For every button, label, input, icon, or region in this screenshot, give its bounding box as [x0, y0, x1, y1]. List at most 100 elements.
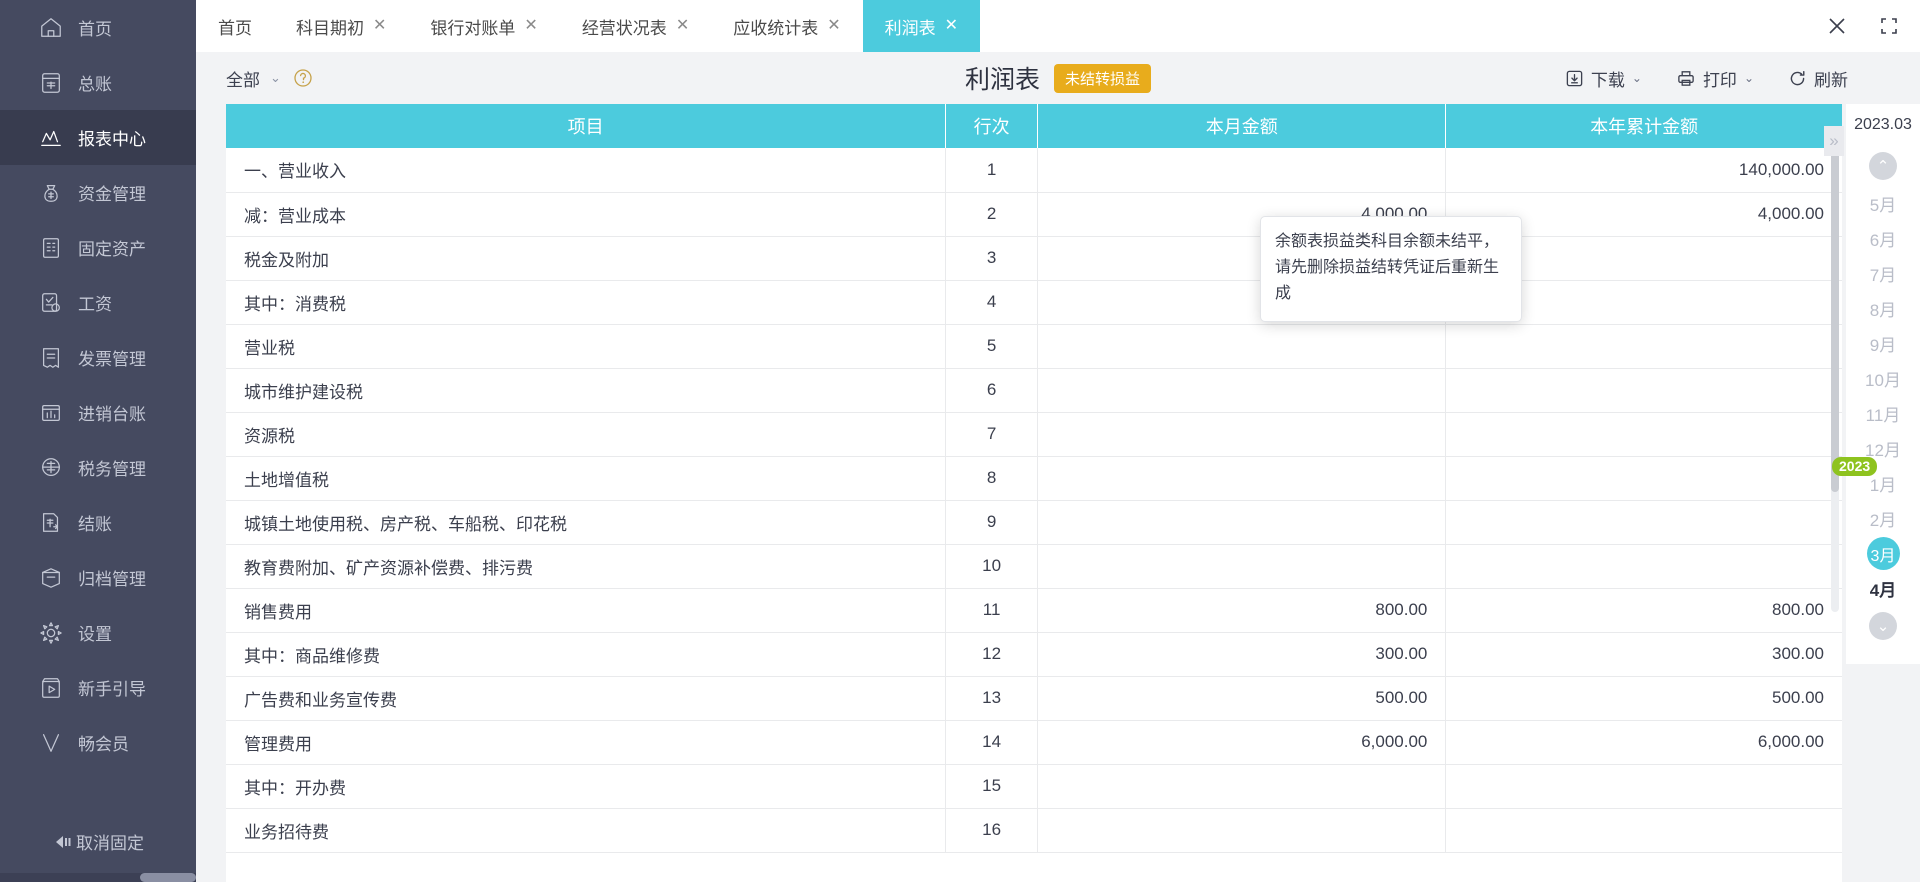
sidebar-item-0[interactable]: 首页 — [0, 0, 196, 55]
sidebar-item-6[interactable]: 发票管理 — [0, 330, 196, 385]
status-badge[interactable]: 未结转损益 — [1054, 63, 1152, 93]
table-vertical-scrollbar[interactable] — [1831, 152, 1839, 612]
table-row[interactable]: 城镇土地使用税、房产税、车船税、印花税 9 — [226, 500, 1842, 545]
tab-2[interactable]: 银行对账单 ✕ — [408, 0, 559, 52]
cell-year-amount[interactable] — [1445, 500, 1842, 545]
rail-month-4[interactable]: 9月 — [1846, 326, 1920, 361]
download-button[interactable]: 下载 ⌄ — [1565, 66, 1642, 91]
cell-year-amount[interactable] — [1445, 764, 1842, 809]
table-row[interactable]: 销售费用 11 800.00 800.00 — [226, 588, 1842, 633]
cell-month-amount[interactable]: 500.00 — [1037, 676, 1447, 721]
cell-year-amount[interactable] — [1445, 456, 1842, 501]
sidebar-scrollbar[interactable] — [0, 873, 196, 882]
cell-month-amount[interactable] — [1037, 368, 1447, 413]
table-row[interactable]: 业务招待费 16 — [226, 808, 1842, 853]
column-header-month[interactable]: 本月金额 — [1037, 104, 1447, 148]
current-period-label[interactable]: 2023.03 — [1854, 116, 1912, 133]
rail-month-1[interactable]: 6月 — [1846, 221, 1920, 256]
sidebar-item-9[interactable]: 结账 — [0, 495, 196, 550]
tab-5[interactable]: 利润表 ✕ — [862, 0, 981, 52]
cell-month-amount[interactable] — [1037, 764, 1447, 809]
table-row[interactable]: 城市维护建设税 6 — [226, 368, 1842, 413]
column-header-year[interactable]: 本年累计金额 — [1445, 104, 1842, 148]
cell-month-amount[interactable] — [1037, 808, 1447, 853]
table-row[interactable]: 管理费用 14 6,000.00 6,000.00 — [226, 720, 1842, 765]
cell-month-amount[interactable] — [1037, 412, 1447, 457]
table-row[interactable]: 资源税 7 — [226, 412, 1842, 457]
cell-month-amount[interactable] — [1037, 148, 1447, 193]
tab-1[interactable]: 科目期初 ✕ — [274, 0, 408, 52]
cell-month-amount[interactable]: 6,000.00 — [1037, 720, 1447, 765]
tab-4[interactable]: 应收统计表 ✕ — [711, 0, 862, 52]
cell-year-amount[interactable] — [1445, 368, 1842, 413]
sidebar-item-3[interactable]: 资金管理 — [0, 165, 196, 220]
cell-month-amount[interactable] — [1037, 544, 1447, 589]
print-button[interactable]: 打印 ⌄ — [1676, 66, 1754, 91]
sidebar-item-10[interactable]: 归档管理 — [0, 550, 196, 605]
rail-month-6[interactable]: 11月 — [1846, 396, 1920, 431]
cell-year-amount[interactable] — [1445, 808, 1842, 853]
rail-month-5[interactable]: 10月 — [1846, 361, 1920, 396]
table-row[interactable]: 其中：商品维修费 12 300.00 300.00 — [226, 632, 1842, 677]
sidebar-item-1[interactable]: 总账 — [0, 55, 196, 110]
tab-0[interactable]: 首页 — [196, 0, 274, 52]
sidebar-item-12[interactable]: 新手引导 — [0, 660, 196, 715]
cell-year-amount[interactable]: 300.00 — [1445, 632, 1842, 677]
scope-filter-select[interactable]: 全部 ⌄ — [226, 66, 281, 91]
tab-close-icon[interactable]: ✕ — [373, 17, 387, 34]
rail-month-9[interactable]: 2月 — [1846, 501, 1920, 536]
sidebar-item-11[interactable]: 设置 — [0, 605, 196, 660]
cell-month-amount[interactable]: 4,000.00 — [1037, 192, 1447, 237]
table-row[interactable]: 一、营业收入 1 140,000.00 — [226, 148, 1842, 193]
rail-month-10[interactable]: 3月 — [1846, 536, 1920, 571]
sidebar-collapse-button[interactable]: 取消固定 — [0, 829, 196, 854]
table-row[interactable]: 教育费附加、矿产资源补偿费、排污费 10 — [226, 544, 1842, 589]
table-row[interactable]: 减：营业成本 2 4,000.00 4,000.00 — [226, 192, 1842, 237]
sidebar-item-5[interactable]: 工资 — [0, 275, 196, 330]
cell-year-amount[interactable]: 6,000.00 — [1445, 720, 1842, 765]
tab-close-icon[interactable]: ✕ — [944, 17, 959, 34]
column-header-item[interactable]: 项目 — [226, 104, 947, 148]
table-row[interactable]: 税金及附加 3 — [226, 236, 1842, 281]
cell-month-amount[interactable]: 800.00 — [1037, 588, 1447, 633]
sidebar-item-4[interactable]: 固定资产 — [0, 220, 196, 275]
cell-month-amount[interactable] — [1037, 324, 1447, 369]
column-header-rowno[interactable]: 行次 — [945, 104, 1039, 148]
tab-3[interactable]: 经营状况表 ✕ — [560, 0, 711, 52]
cell-month-amount[interactable] — [1037, 456, 1447, 501]
tab-close-icon[interactable]: ✕ — [827, 17, 841, 34]
cell-year-amount[interactable]: 500.00 — [1445, 676, 1842, 721]
question-circle-icon[interactable] — [293, 68, 313, 88]
table-row[interactable]: 营业税 5 — [226, 324, 1842, 369]
rail-scroll-down-button[interactable]: ⌄ — [1869, 612, 1897, 640]
cell-month-amount[interactable]: 300.00 — [1037, 632, 1447, 677]
rail-collapse-button[interactable]: » — [1824, 126, 1844, 156]
cell-month-amount[interactable] — [1037, 500, 1447, 545]
rail-month-3[interactable]: 8月 — [1846, 291, 1920, 326]
close-icon[interactable] — [1824, 13, 1850, 39]
cell-year-amount[interactable] — [1445, 412, 1842, 457]
rail-month-0[interactable]: 5月 — [1846, 186, 1920, 221]
table-row[interactable]: 广告费和业务宣传费 13 500.00 500.00 — [226, 676, 1842, 721]
rail-month-7[interactable]: 12月 — [1846, 431, 1920, 466]
cell-year-amount[interactable] — [1445, 544, 1842, 589]
rail-month-8[interactable]: 2023 1月 — [1832, 457, 1920, 501]
sidebar-item-2[interactable]: 报表中心 — [0, 110, 196, 165]
table-row[interactable]: 其中：开办费 15 — [226, 764, 1842, 809]
cell-year-amount[interactable]: 140,000.00 — [1445, 148, 1842, 193]
tab-close-icon[interactable]: ✕ — [675, 17, 690, 34]
table-row[interactable]: 土地增值税 8 — [226, 456, 1842, 501]
tab-close-icon[interactable]: ✕ — [524, 17, 538, 34]
sidebar-item-8[interactable]: 税务管理 — [0, 440, 196, 495]
refresh-button[interactable]: 刷新 — [1788, 66, 1848, 91]
sidebar-item-13[interactable]: 畅会员 — [0, 715, 196, 770]
rail-month-11[interactable]: 4月 — [1846, 571, 1920, 606]
rail-month-2[interactable]: 7月 — [1846, 256, 1920, 291]
maximize-icon[interactable] — [1876, 13, 1902, 39]
rail-scroll-up-button[interactable]: ⌃ — [1869, 152, 1897, 180]
sidebar-item-7[interactable]: 进销台账 — [0, 385, 196, 440]
table-row[interactable]: 其中：消费税 4 — [226, 280, 1842, 325]
cell-year-amount[interactable]: 800.00 — [1445, 588, 1842, 633]
sidebar-item-label: 税务管理 — [78, 460, 146, 479]
cell-year-amount[interactable] — [1445, 324, 1842, 369]
